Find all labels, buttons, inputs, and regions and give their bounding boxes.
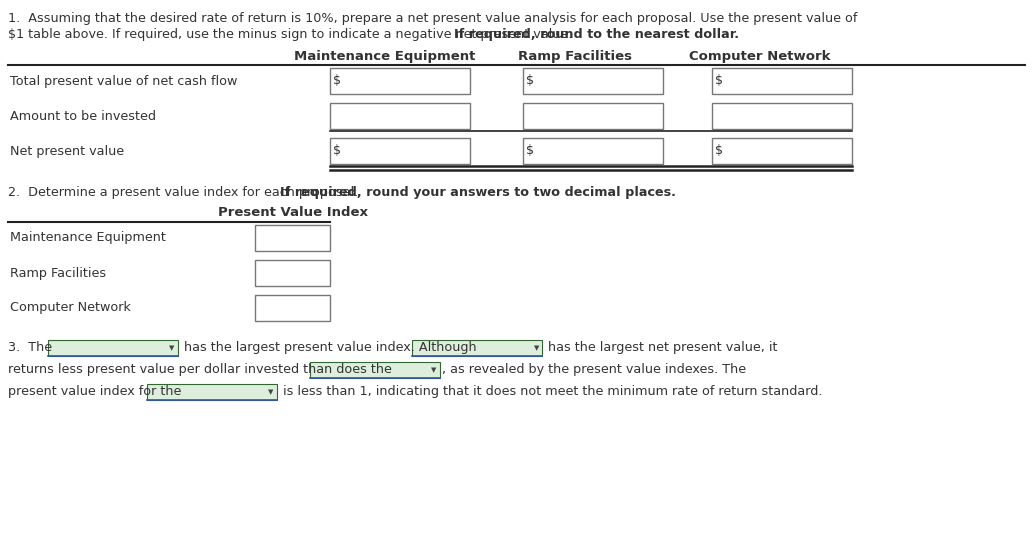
Text: Computer Network: Computer Network bbox=[689, 50, 831, 63]
Text: $: $ bbox=[333, 144, 341, 157]
Text: ▼: ▼ bbox=[268, 389, 274, 395]
FancyBboxPatch shape bbox=[255, 295, 330, 321]
Text: 2.  Determine a present value index for each proposal.: 2. Determine a present value index for e… bbox=[8, 186, 363, 199]
FancyBboxPatch shape bbox=[523, 138, 663, 164]
Text: present value index for the: present value index for the bbox=[8, 385, 185, 398]
Text: ▼: ▼ bbox=[534, 345, 539, 351]
Text: returns less present value per dollar invested than does the: returns less present value per dollar in… bbox=[8, 363, 396, 376]
Text: ▼: ▼ bbox=[169, 345, 175, 351]
Text: 3.  The: 3. The bbox=[8, 341, 56, 354]
FancyBboxPatch shape bbox=[523, 103, 663, 129]
Text: Computer Network: Computer Network bbox=[10, 301, 131, 315]
Text: $: $ bbox=[715, 75, 723, 88]
Text: $: $ bbox=[333, 75, 341, 88]
FancyBboxPatch shape bbox=[48, 340, 178, 356]
Text: Maintenance Equipment: Maintenance Equipment bbox=[294, 50, 475, 63]
FancyBboxPatch shape bbox=[255, 260, 330, 286]
Text: is less than 1, indicating that it does not meet the minimum rate of return stan: is less than 1, indicating that it does … bbox=[279, 385, 822, 398]
Text: ▼: ▼ bbox=[431, 367, 437, 373]
FancyBboxPatch shape bbox=[255, 225, 330, 251]
FancyBboxPatch shape bbox=[147, 384, 277, 400]
Text: Net present value: Net present value bbox=[10, 144, 124, 157]
Text: $: $ bbox=[715, 144, 723, 157]
Text: $1 table above. If required, use the minus sign to indicate a negative net prese: $1 table above. If required, use the min… bbox=[8, 28, 576, 41]
FancyBboxPatch shape bbox=[523, 68, 663, 94]
FancyBboxPatch shape bbox=[330, 138, 470, 164]
Text: Ramp Facilities: Ramp Facilities bbox=[10, 266, 106, 279]
FancyBboxPatch shape bbox=[412, 340, 542, 356]
Text: Ramp Facilities: Ramp Facilities bbox=[518, 50, 632, 63]
Text: has the largest present value index. Although: has the largest present value index. Alt… bbox=[180, 341, 480, 354]
Text: has the largest net present value, it: has the largest net present value, it bbox=[544, 341, 778, 354]
FancyBboxPatch shape bbox=[310, 362, 440, 378]
Text: Amount to be invested: Amount to be invested bbox=[10, 110, 156, 122]
Text: Total present value of net cash flow: Total present value of net cash flow bbox=[10, 75, 238, 88]
Text: $: $ bbox=[526, 75, 534, 88]
Text: 1.  Assuming that the desired rate of return is 10%, prepare a net present value: 1. Assuming that the desired rate of ret… bbox=[8, 12, 857, 25]
Text: , as revealed by the present value indexes. The: , as revealed by the present value index… bbox=[442, 363, 746, 376]
FancyBboxPatch shape bbox=[712, 138, 852, 164]
Text: Maintenance Equipment: Maintenance Equipment bbox=[10, 231, 166, 244]
Text: $: $ bbox=[526, 144, 534, 157]
Text: If required, round your answers to two decimal places.: If required, round your answers to two d… bbox=[280, 186, 677, 199]
Text: Present Value Index: Present Value Index bbox=[218, 206, 368, 219]
FancyBboxPatch shape bbox=[330, 103, 470, 129]
Text: If required, round to the nearest dollar.: If required, round to the nearest dollar… bbox=[453, 28, 739, 41]
FancyBboxPatch shape bbox=[330, 68, 470, 94]
FancyBboxPatch shape bbox=[712, 68, 852, 94]
FancyBboxPatch shape bbox=[712, 103, 852, 129]
